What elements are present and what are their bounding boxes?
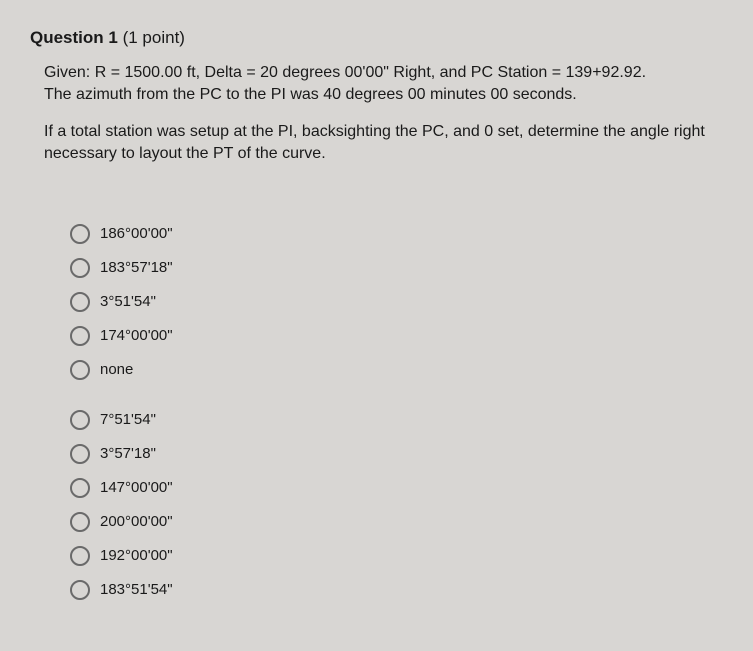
option-label: 183°57'18" xyxy=(100,259,173,277)
option-row[interactable]: 183°57'18" xyxy=(70,258,723,278)
radio-button[interactable] xyxy=(70,410,90,430)
radio-button[interactable] xyxy=(70,224,90,244)
option-row[interactable]: 192°00'00" xyxy=(70,546,723,566)
option-row[interactable]: 3°57'18" xyxy=(70,444,723,464)
option-row[interactable]: 174°00'00" xyxy=(70,326,723,346)
option-label: 7°51'54" xyxy=(100,411,156,429)
radio-button[interactable] xyxy=(70,580,90,600)
option-label: 147°00'00" xyxy=(100,479,173,497)
option-row[interactable]: 183°51'54" xyxy=(70,580,723,600)
option-row[interactable]: 147°00'00" xyxy=(70,478,723,498)
question-body: Given: R = 1500.00 ft, Delta = 20 degree… xyxy=(30,62,723,166)
given-line-1: Given: R = 1500.00 ft, Delta = 20 degree… xyxy=(44,64,646,81)
radio-button[interactable] xyxy=(70,546,90,566)
option-row[interactable]: 186°00'00" xyxy=(70,224,723,244)
option-label: 192°00'00" xyxy=(100,547,173,565)
radio-button[interactable] xyxy=(70,512,90,532)
question-number: Question 1 xyxy=(30,28,118,47)
radio-button[interactable] xyxy=(70,478,90,498)
option-label: 3°57'18" xyxy=(100,445,156,463)
option-row[interactable]: 7°51'54" xyxy=(70,410,723,430)
radio-button[interactable] xyxy=(70,360,90,380)
question-header: Question 1 (1 point) xyxy=(30,28,723,48)
prompt-text: If a total station was setup at the PI, … xyxy=(44,121,723,166)
option-row[interactable]: 3°51'54" xyxy=(70,292,723,312)
option-label: 174°00'00" xyxy=(100,327,173,345)
radio-button[interactable] xyxy=(70,292,90,312)
option-label: none xyxy=(100,361,133,379)
option-label: 200°00'00" xyxy=(100,513,173,531)
radio-button[interactable] xyxy=(70,326,90,346)
option-label: 186°00'00" xyxy=(100,225,173,243)
radio-button[interactable] xyxy=(70,258,90,278)
options-list: 186°00'00" 183°57'18" 3°51'54" 174°00'00" no… xyxy=(30,180,723,600)
option-label: 183°51'54" xyxy=(100,581,173,599)
radio-button[interactable] xyxy=(70,444,90,464)
question-points: (1 point) xyxy=(123,28,185,47)
option-row[interactable]: none xyxy=(70,360,723,380)
option-label: 3°51'54" xyxy=(100,293,156,311)
option-row[interactable]: 200°00'00" xyxy=(70,512,723,532)
given-line-2: The azimuth from the PC to the PI was 40… xyxy=(44,86,577,103)
